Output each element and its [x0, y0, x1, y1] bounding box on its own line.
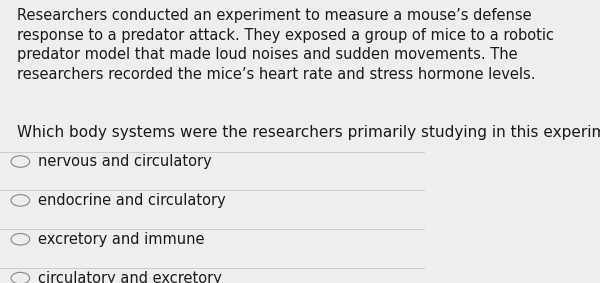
Text: Which body systems were the researchers primarily studying in this experiment?: Which body systems were the researchers …: [17, 125, 600, 140]
Text: nervous and circulatory: nervous and circulatory: [38, 154, 212, 169]
Text: Researchers conducted an experiment to measure a mouse’s defense response to a p: Researchers conducted an experiment to m…: [17, 8, 554, 82]
Text: circulatory and excretory: circulatory and excretory: [38, 271, 222, 283]
Text: excretory and immune: excretory and immune: [38, 232, 205, 247]
Text: endocrine and circulatory: endocrine and circulatory: [38, 193, 226, 208]
